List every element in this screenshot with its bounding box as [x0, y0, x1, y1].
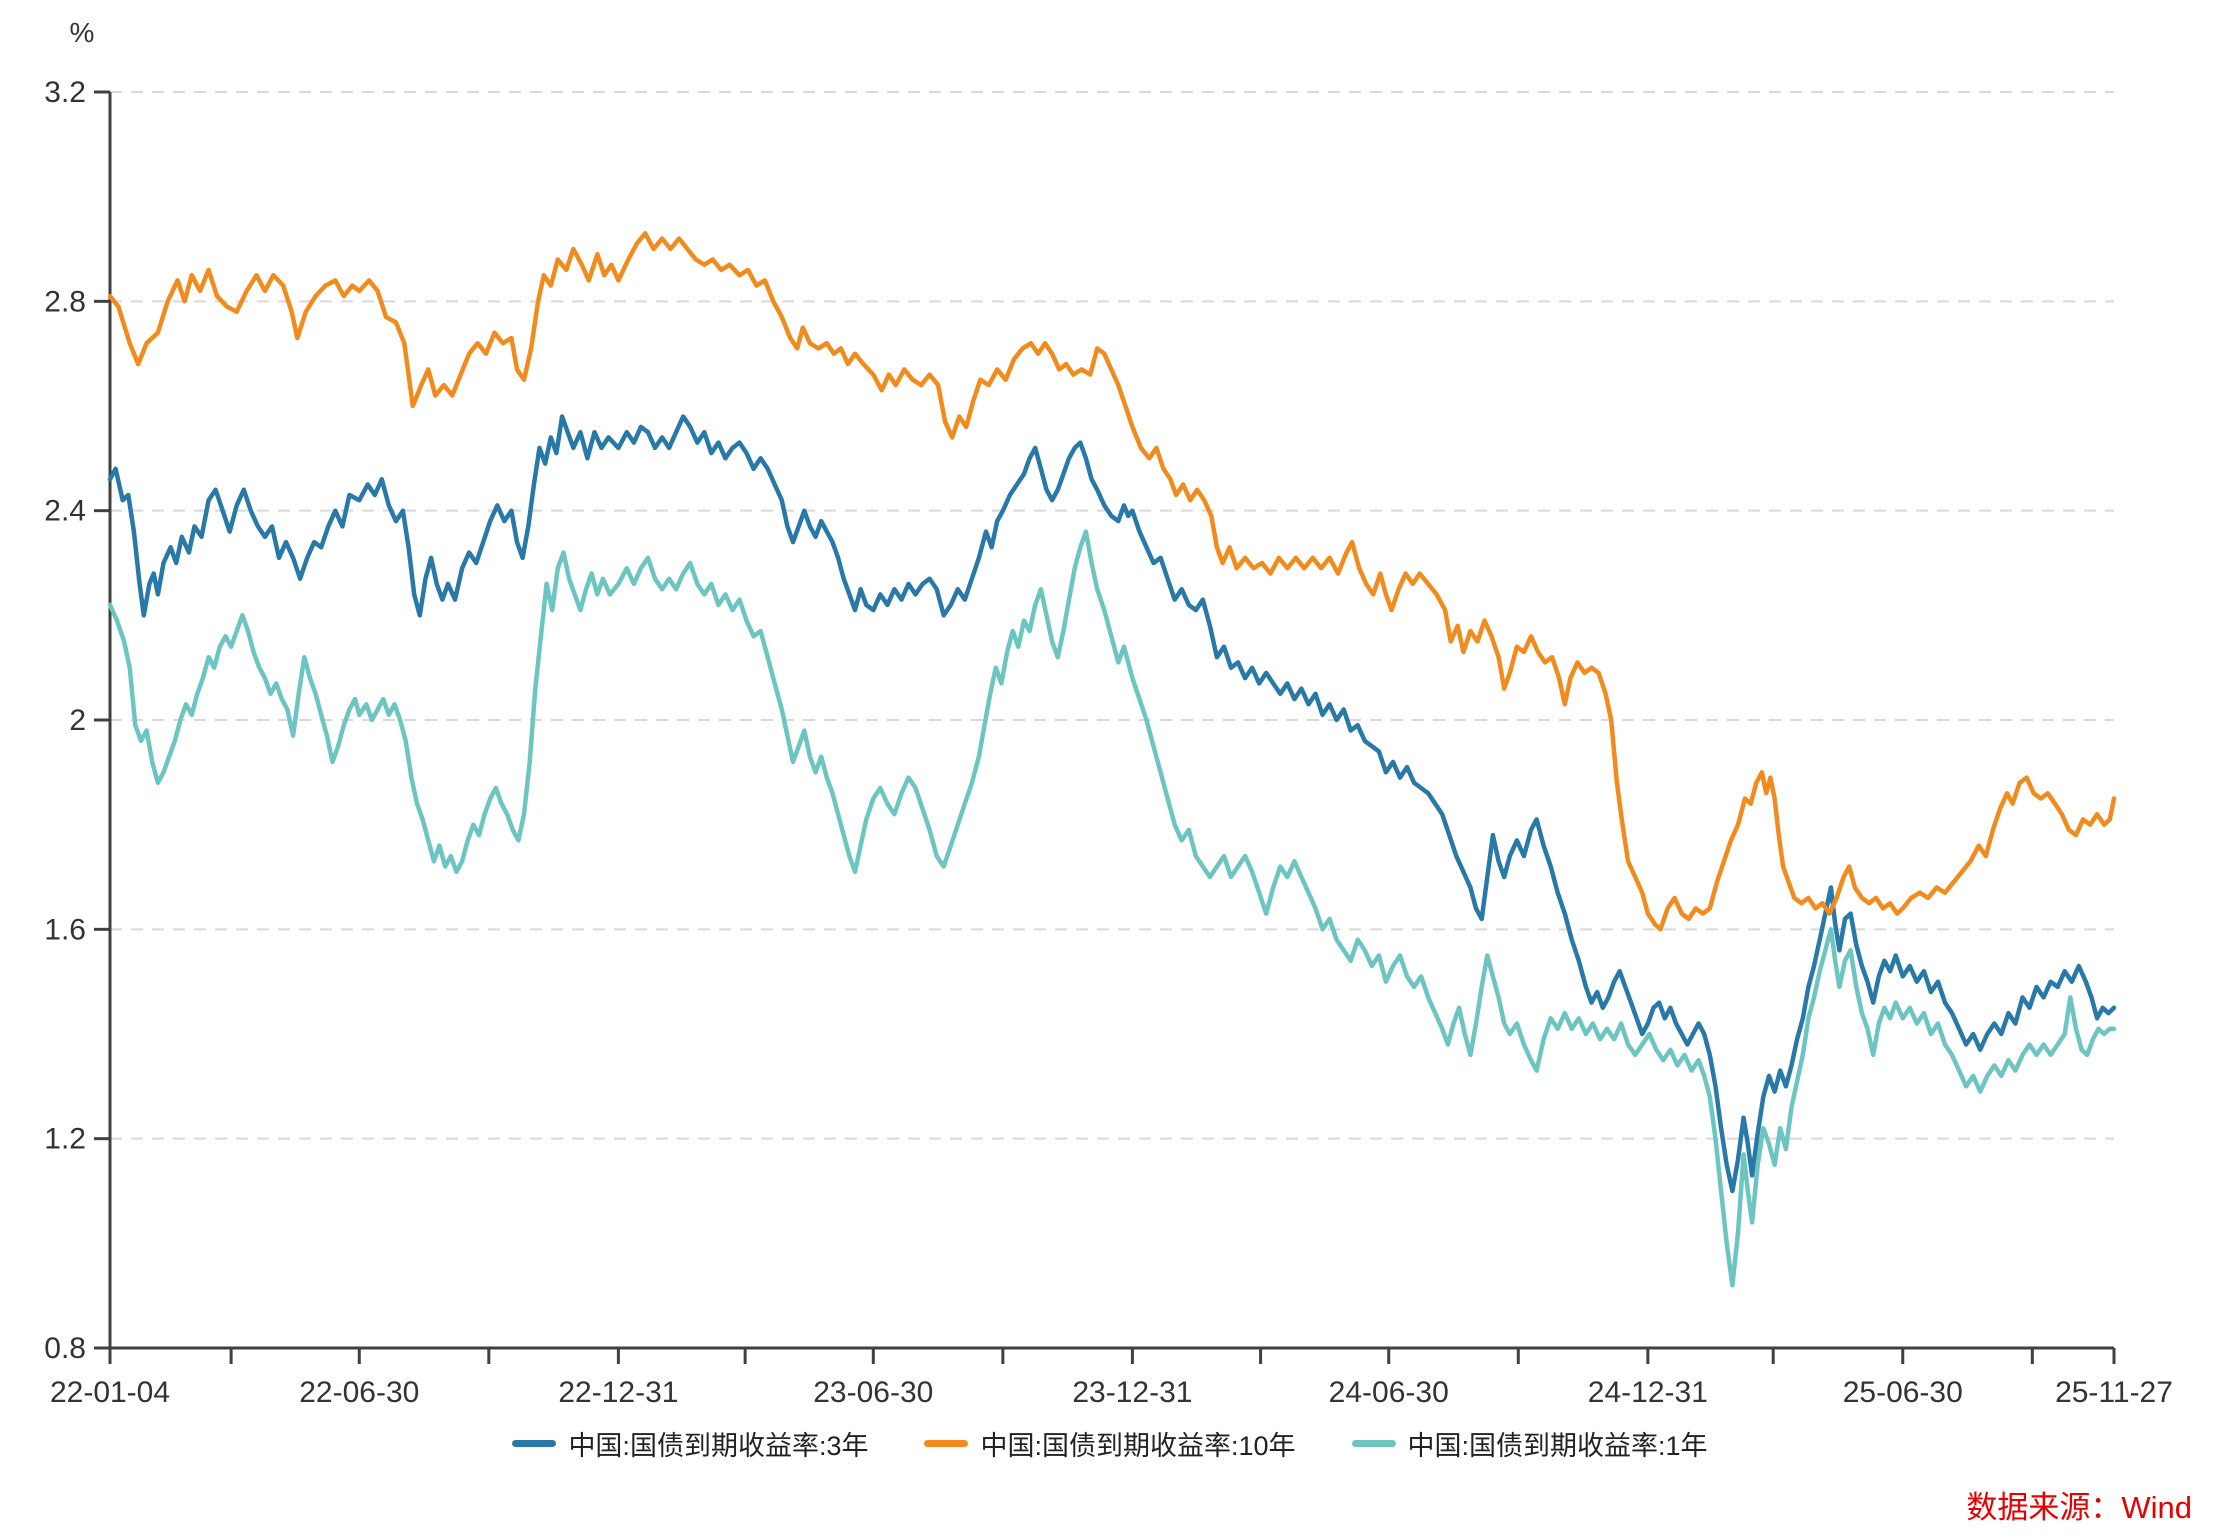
legend-item-label: 中国:国债到期收益率:1年 [1407, 1431, 1708, 1461]
legend-line-swatch [512, 1440, 557, 1447]
y-tick-label: 3.2 [44, 76, 86, 109]
legend-item-1y: 中国:国债到期收益率:1年 [1351, 1424, 1708, 1463]
x-tick-label: 22-06-30 [299, 1376, 419, 1409]
legend-line-swatch [924, 1440, 969, 1447]
y-tick-label: 2.8 [44, 285, 86, 318]
legend-item-10y: 中国:国债到期收益率:10年 [924, 1424, 1296, 1463]
x-tick-label: 24-06-30 [1329, 1376, 1449, 1409]
x-tick-label: 23-06-30 [813, 1376, 933, 1409]
y-tick-label: 2 [69, 704, 86, 737]
legend: 中国:国债到期收益率:3年 中国:国债到期收益率:10年 中国:国债到期收益率:… [0, 1424, 2220, 1463]
plot-line-10y [107, 231, 2117, 932]
legend-item-3y: 中国:国债到期收益率:3年 [512, 1424, 868, 1463]
x-tick-label: 23-12-31 [1072, 1376, 1192, 1409]
legend-line-swatch [1351, 1440, 1396, 1447]
y-tick-label: 1.2 [44, 1123, 86, 1156]
y-axis-unit-label: % [70, 17, 95, 48]
line-chart-canvas: % 0.8 1.2 1.6 2 2.4 2.8 3.2 22-01-04 22-06-30 22-… [44, 17, 2173, 1409]
axis-ticks [94, 90, 2116, 1364]
y-tick-label: 0.8 [44, 1332, 86, 1365]
x-tick-label: 22-01-04 [50, 1376, 170, 1409]
x-tick-label: 25-11-27 [2055, 1376, 2173, 1409]
x-tick-label: 24-12-31 [1588, 1376, 1708, 1409]
axis-labels: 0.8 1.2 1.6 2 2.4 2.8 3.2 22-01-04 22-06-30 22-12… [44, 76, 2173, 1409]
plot-line-1y [107, 529, 2117, 1288]
y-tick-label: 2.4 [44, 495, 86, 528]
x-tick-label: 22-12-31 [558, 1376, 678, 1409]
x-tick-label: 25-06-30 [1843, 1376, 1963, 1409]
data-source-note: 数据来源：Wind [1966, 1490, 2192, 1525]
legend-item-label: 中国:国债到期收益率:3年 [568, 1431, 869, 1461]
series-lines [107, 231, 2117, 1288]
gridlines [110, 91, 2114, 1140]
legend-item-label: 中国:国债到期收益率:10年 [980, 1431, 1296, 1461]
plot-line-3y [107, 414, 2117, 1194]
y-tick-label: 1.6 [44, 913, 86, 946]
